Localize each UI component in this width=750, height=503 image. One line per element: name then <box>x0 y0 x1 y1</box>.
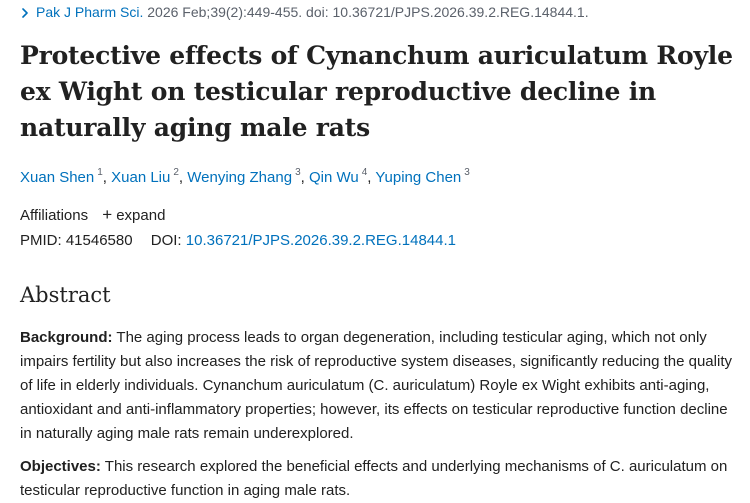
doi-label: DOI: <box>150 232 182 249</box>
journal-link[interactable]: Pak J Pharm Sci. <box>36 4 144 20</box>
expand-affiliations-button[interactable]: + expand <box>102 205 166 224</box>
abstract-objectives: Objectives: This research explored the b… <box>20 455 732 503</box>
author-link[interactable]: Wenying Zhang <box>187 169 293 186</box>
author-list: Xuan Shen 1, Xuan Liu 2, Wenying Zhang 3, Q… <box>20 167 470 186</box>
author-link[interactable]: Xuan Liu <box>111 169 171 186</box>
citation-details: 2026 Feb;39(2):449-455. doi: 10.36721/PJ… <box>147 4 589 20</box>
affiliation-ref[interactable]: 4 <box>361 167 368 178</box>
affiliation-ref[interactable]: 3 <box>464 167 470 178</box>
doi-link[interactable]: 10.36721/PJPS.2026.39.2.REG.14844.1 <box>185 232 456 249</box>
pmid-value: 41546580 <box>65 232 133 249</box>
article-title: Protective effects of Cynanchum auricula… <box>20 41 733 142</box>
objectives-label: Objectives: <box>20 458 101 475</box>
affiliations-label: Affiliations <box>20 207 89 224</box>
identifiers-row: PMID: 41546580 DOI: 10.36721/PJPS.2026.3… <box>20 232 456 249</box>
affiliation-ref[interactable]: 2 <box>173 167 179 178</box>
affiliation-ref[interactable]: 1 <box>97 167 103 178</box>
plus-icon: + <box>102 205 113 224</box>
expand-label: expand <box>116 207 166 224</box>
abstract-background: Background: The aging process leads to o… <box>20 326 732 446</box>
chevron-right-icon[interactable] <box>20 8 30 18</box>
citation-line: Pak J Pharm Sci. 2026 Feb;39(2):449-455.… <box>20 4 589 20</box>
pmid-label: PMID: <box>20 232 62 249</box>
author-link[interactable]: Yuping Chen <box>375 169 462 186</box>
affiliation-ref[interactable]: 3 <box>295 167 301 178</box>
affiliations-row: Affiliations + expand <box>20 205 165 225</box>
author-link[interactable]: Qin Wu <box>308 169 359 186</box>
abstract-heading: Abstract <box>20 283 111 307</box>
background-label: Background: <box>20 329 113 346</box>
background-text: The aging process leads to organ degener… <box>20 329 732 442</box>
objectives-text: This research explored the beneficial ef… <box>20 458 728 499</box>
author-link[interactable]: Xuan Shen <box>20 169 95 186</box>
